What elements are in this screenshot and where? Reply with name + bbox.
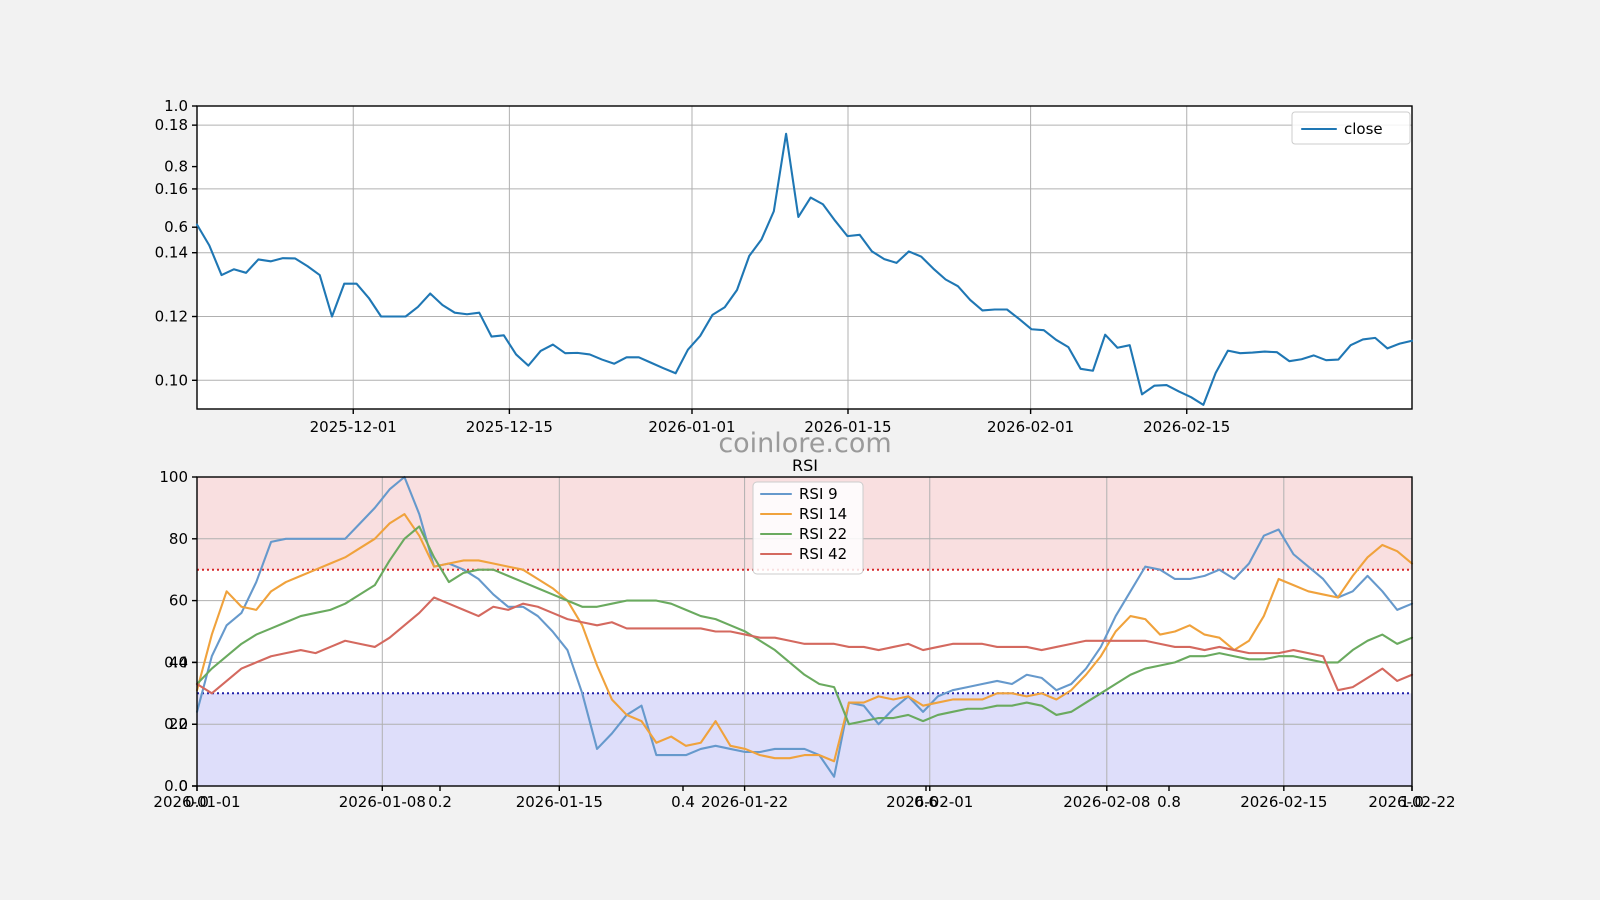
rsi-legend-label: RSI 9 xyxy=(799,485,838,503)
rsi-secondary-ytick-label: 0.4 xyxy=(164,653,188,671)
price-xtick-label: 2026-02-15 xyxy=(1143,418,1230,436)
rsi-ytick-label: 60 xyxy=(169,592,188,610)
rsi-series-rsi-42 xyxy=(195,596,1414,695)
price-secondary-ytick-label: 1.0 xyxy=(164,97,188,115)
rsi-series-rsi-14 xyxy=(195,513,1414,763)
price-plot-area xyxy=(197,106,1412,409)
rsi-ytick-label: 100 xyxy=(159,468,188,486)
rsi-legend-box xyxy=(752,481,864,575)
price-ytick-label: 0.10 xyxy=(155,371,188,389)
price-ytick-label: 0.16 xyxy=(155,180,188,198)
price-xtick-label: 2026-01-01 xyxy=(648,418,735,436)
rsi-ytick-label: 40 xyxy=(169,653,188,671)
rsi-ytick-label: 80 xyxy=(169,530,188,548)
rsi-ytick-label: 0 xyxy=(178,777,188,795)
rsi-secondary-xtick-label: 0.2 xyxy=(428,793,452,811)
rsi-secondary-xtick-label: 0.4 xyxy=(671,793,695,811)
rsi-secondary-xtick-label: 0.6 xyxy=(914,793,938,811)
price-ytick-label: 0.12 xyxy=(155,308,188,326)
rsi-series-rsi-9 xyxy=(195,475,1414,778)
rsi-secondary-ytick-label: 0.2 xyxy=(164,715,188,733)
rsi-secondary-ytick-label: 0.0 xyxy=(164,777,188,795)
price-chart: 0.10 0.12 0.14 0.16 0.18 0.6 0.8 1.0 2025-12-01 2… xyxy=(155,97,1414,436)
rsi-xtick-label: 2026-01-15 xyxy=(516,793,603,811)
price-legend-label: close xyxy=(1344,120,1383,138)
rsi-xtick-label: 2026-01-08 xyxy=(339,793,426,811)
rsi-xtick-label: 2026-01-22 xyxy=(701,793,788,811)
rsi-legend-label: RSI 42 xyxy=(799,545,847,563)
rsi-legend-label: RSI 22 xyxy=(799,525,847,543)
price-xtick-label: 2025-12-15 xyxy=(466,418,553,436)
price-ytick-label: 0.18 xyxy=(155,116,188,134)
price-secondary-ytick-label: 0.6 xyxy=(164,218,188,236)
rsi-secondary-xtick-label: 1.0 xyxy=(1400,793,1424,811)
rsi-legend-label: RSI 14 xyxy=(799,505,847,523)
rsi-series-rsi-22 xyxy=(195,525,1414,726)
rsi-chart: 0 20 40 60 80 100 0.0 0.2 0.4 2026-01-01 2026-01-0… xyxy=(153,456,1455,811)
rsi-xtick-label: 2026-02-15 xyxy=(1240,793,1327,811)
rsi-xtick-label: 2026-02-01 xyxy=(886,793,973,811)
rsi-secondary-xtick-label: 0.0 xyxy=(185,793,209,811)
rsi-xtick-label: 2026-02-08 xyxy=(1063,793,1150,811)
price-xtick-label: 2026-01-15 xyxy=(804,418,891,436)
rsi-axes-frame xyxy=(196,476,1413,787)
watermark-text: coinlore.com xyxy=(718,428,891,459)
price-legend-box xyxy=(1291,111,1411,145)
price-ytick-label: 0.14 xyxy=(155,244,188,262)
price-axes-frame xyxy=(196,105,1413,410)
rsi-xtick-label: 2026-01-01 xyxy=(153,793,240,811)
rsi-oversold-band xyxy=(197,693,1412,786)
price-xtick-label: 2025-12-01 xyxy=(310,418,397,436)
rsi-chart-title: RSI xyxy=(792,456,818,475)
rsi-xtick-label: 2026-02-22 xyxy=(1368,793,1455,811)
price-series-close xyxy=(195,132,1414,406)
price-xtick-label: 2026-02-01 xyxy=(987,418,1074,436)
rsi-ytick-label: 20 xyxy=(169,715,188,733)
rsi-secondary-xtick-label: 0.8 xyxy=(1157,793,1181,811)
price-secondary-ytick-label: 0.8 xyxy=(164,158,188,176)
